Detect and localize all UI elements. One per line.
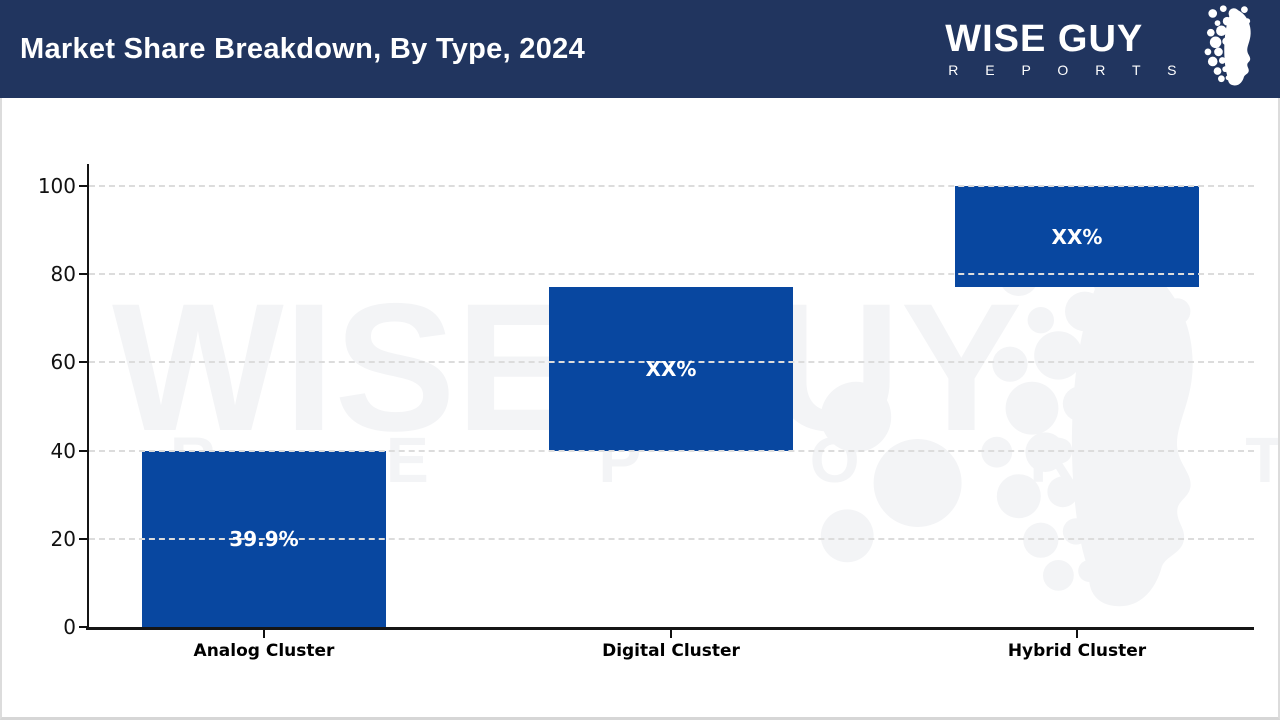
y-tick-mark [79, 185, 88, 187]
gridline-40 [89, 449, 1254, 452]
x-tick-mark [263, 630, 265, 638]
x-category-label: Hybrid Cluster [1007, 641, 1147, 661]
y-tick-mark [79, 626, 88, 628]
gridline-100 [89, 185, 1254, 187]
logo-subtitle: R E P O R T S [948, 62, 1188, 78]
logo-face-icon [1204, 5, 1251, 86]
logo-text: WISE GUY R E P O R T S [945, 20, 1188, 78]
y-tick-label: 100 [37, 174, 76, 198]
y-tick-label: 20 [50, 526, 76, 551]
y-tick-label: 0 [63, 615, 76, 639]
bar-value-label: XX% [645, 357, 697, 382]
y-tick-mark [79, 273, 88, 276]
bar-digital-cluster [549, 287, 793, 452]
y-tick-label: 60 [50, 350, 76, 375]
bar-hybrid-cluster [955, 186, 1199, 288]
gridline-20 [89, 537, 1254, 540]
gridline-60 [89, 361, 1254, 364]
x-tick-mark [1076, 630, 1078, 638]
y-tick-mark [79, 537, 88, 540]
logo-wordmark: WISE GUY [945, 18, 1144, 60]
y-tick-label: 80 [50, 262, 76, 287]
page-title: Market Share Breakdown, By Type, 2024 [20, 32, 586, 65]
x-category-label: Analog Cluster [193, 641, 335, 661]
bar-value-label: XX% [1051, 224, 1103, 249]
bar-value-label: 39.9% [229, 527, 299, 552]
x-category-label: Digital Cluster [602, 641, 740, 661]
header-bar: Market Share Breakdown, By Type, 2024 WI… [0, 0, 1280, 98]
gridline-80 [89, 273, 1254, 276]
wise-guy-reports-logo: WISE GUY R E P O R T S [945, 1, 1254, 97]
x-tick-mark [670, 630, 672, 638]
y-tick-mark [79, 449, 88, 452]
y-axis-line [87, 164, 89, 630]
x-axis-line [86, 627, 1254, 630]
y-tick-label: 40 [50, 438, 76, 463]
chart-canvas: WISE GUY R E P O R T S 02040608010039.9%… [0, 98, 1280, 720]
y-tick-mark [79, 361, 88, 364]
